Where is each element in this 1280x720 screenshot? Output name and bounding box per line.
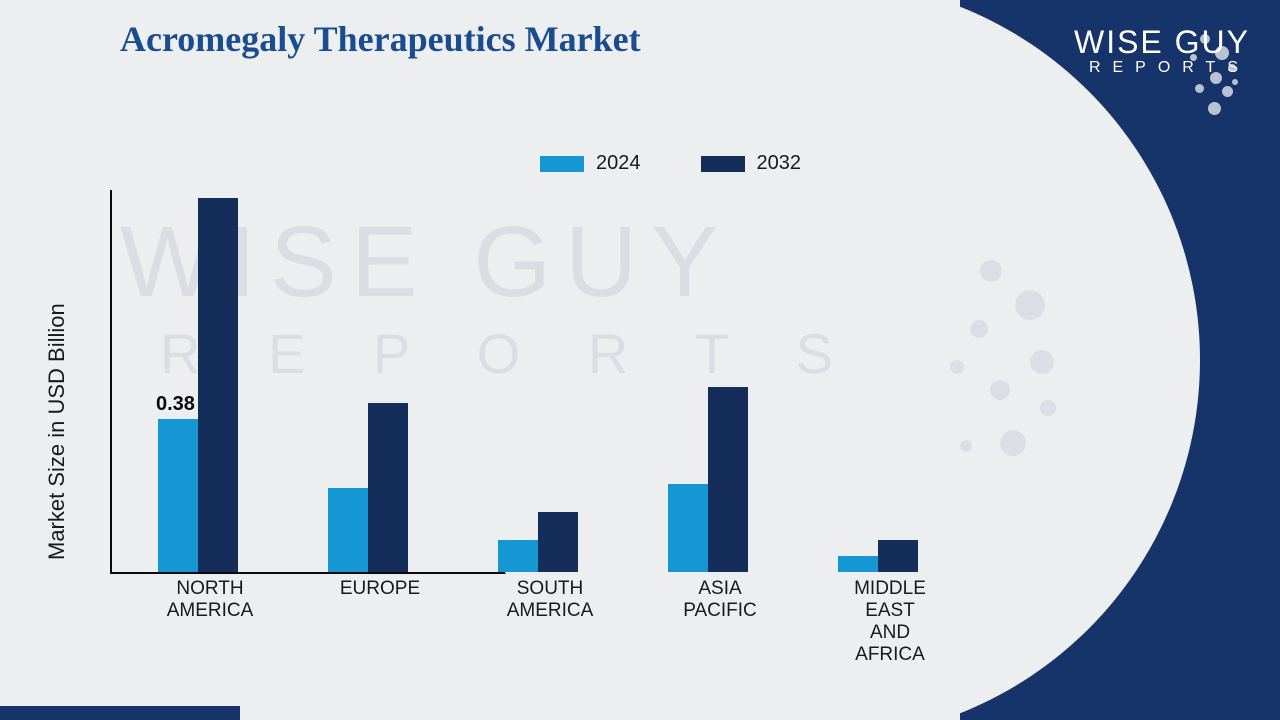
bar-group-2	[480, 190, 600, 572]
legend-item-2024: 2024	[540, 152, 641, 175]
bar-group-1	[310, 190, 430, 572]
bar-2032-0	[198, 198, 238, 572]
canvas: WISE GUY REPORTS Acromegaly Therapeutics…	[0, 0, 1280, 720]
bar-group-3	[650, 190, 770, 572]
x-label-0: NORTH AMERICA	[140, 578, 280, 622]
legend-label-2024: 2024	[596, 152, 641, 175]
x-label-3: ASIA PACIFIC	[650, 578, 790, 622]
bar-2024-0	[158, 419, 198, 572]
legend: 2024 2032	[540, 152, 801, 175]
bar-2032-3	[708, 387, 748, 572]
bar-2032-4	[878, 540, 918, 572]
legend-swatch-2032	[701, 156, 745, 172]
footer-accent-bar	[0, 706, 240, 720]
x-label-1: EUROPE	[310, 578, 450, 600]
x-label-4: MIDDLE EAST AND AFRICA	[820, 578, 960, 665]
chart-title: Acromegaly Therapeutics Market	[120, 18, 641, 60]
bar-2024-3	[668, 484, 708, 572]
bar-group-4	[820, 190, 940, 572]
bar-2032-2	[538, 512, 578, 572]
brand-logo-text: WISE GUY REPORTS	[1074, 24, 1250, 77]
value-label-0-38: 0.38	[156, 393, 195, 416]
brand-line1: WISE GUY	[1074, 24, 1250, 61]
bar-2024-2	[498, 540, 538, 572]
bar-2032-1	[368, 403, 408, 572]
chart-plot-area	[110, 190, 940, 572]
bar-2024-4	[838, 556, 878, 572]
brand-line2: REPORTS	[1074, 59, 1250, 77]
y-axis-label: Market Size in USD Billion	[44, 303, 70, 560]
x-label-2: SOUTH AMERICA	[480, 578, 620, 622]
legend-swatch-2024	[540, 156, 584, 172]
legend-item-2032: 2032	[701, 152, 802, 175]
bar-group-0	[140, 190, 260, 572]
bar-2024-1	[328, 488, 368, 572]
legend-label-2032: 2032	[757, 152, 802, 175]
